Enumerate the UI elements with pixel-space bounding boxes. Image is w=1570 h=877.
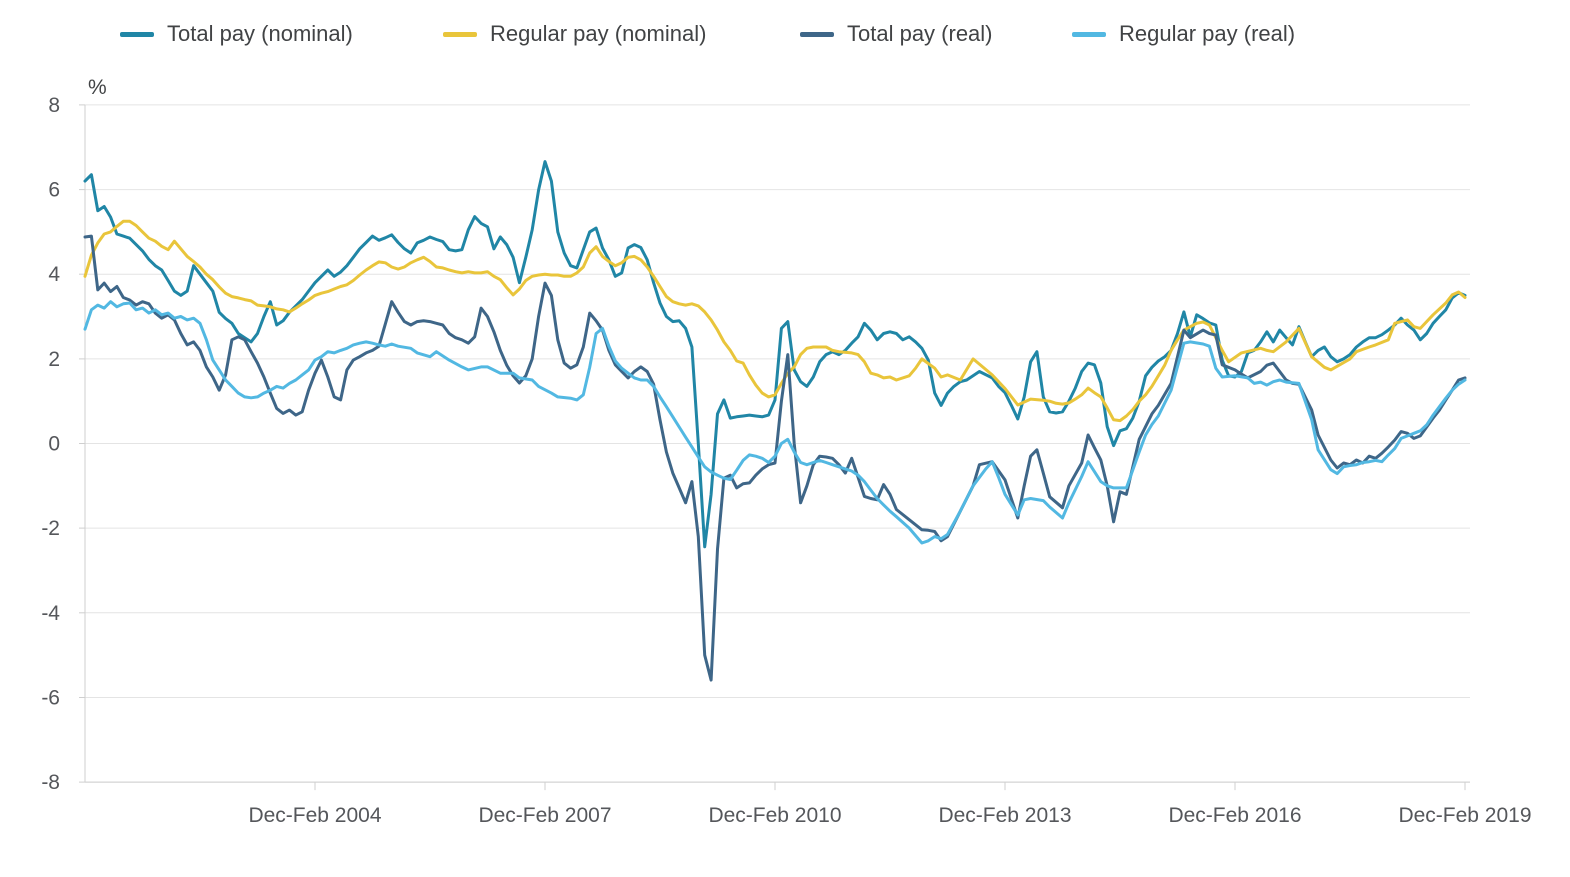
y-tick-label--2: -2 <box>41 517 60 540</box>
legend-swatch-total-pay-real-icon <box>800 31 834 37</box>
x-tick-label-3: Dec-Feb 2013 <box>938 804 1071 827</box>
y-axis-unit-label: % <box>88 76 107 99</box>
y-tick-label-4: 4 <box>48 263 60 286</box>
legend: Total pay (nominal) Regular pay (nominal… <box>0 20 1570 52</box>
y-tick-label-2: 2 <box>48 348 60 371</box>
series-line-regular-pay-real <box>83 300 1467 545</box>
legend-label-regular-pay-nominal: Regular pay (nominal) <box>490 21 707 46</box>
legend-item-total-pay-real[interactable]: Total pay (real) <box>800 20 993 48</box>
y-tick-label-0: 0 <box>48 433 60 456</box>
legend-swatch-regular-pay-nominal-icon <box>443 31 477 37</box>
x-tick-label-4: Dec-Feb 2016 <box>1168 804 1301 827</box>
x-tick-label-2: Dec-Feb 2010 <box>708 804 841 827</box>
x-tick-label-0: Dec-Feb 2004 <box>248 804 381 827</box>
series-line-total-pay-real <box>83 234 1467 682</box>
series-line-total-pay-nominal <box>83 160 1467 549</box>
legend-label-regular-pay-real: Regular pay (real) <box>1119 21 1296 46</box>
legend-swatch-total-pay-nominal-icon <box>120 31 154 37</box>
series-line-regular-pay-nominal <box>83 219 1467 423</box>
legend-swatch-regular-pay-real-icon <box>1072 31 1106 37</box>
y-tick-label--4: -4 <box>41 602 60 625</box>
y-tick-label--6: -6 <box>41 687 60 710</box>
y-tick-label--8: -8 <box>41 771 60 794</box>
legend-label-total-pay-real: Total pay (real) <box>847 21 993 46</box>
legend-item-regular-pay-real[interactable]: Regular pay (real) <box>1072 20 1295 48</box>
legend-item-regular-pay-nominal[interactable]: Regular pay (nominal) <box>443 20 706 48</box>
legend-label-total-pay-nominal: Total pay (nominal) <box>167 21 353 46</box>
x-tick-label-1: Dec-Feb 2007 <box>478 804 611 827</box>
legend-item-total-pay-nominal[interactable]: Total pay (nominal) <box>120 20 353 48</box>
x-tick-label-5: Dec-Feb 2019 <box>1398 804 1531 827</box>
y-tick-label-6: 6 <box>48 179 60 202</box>
y-tick-label-8: 8 <box>48 94 60 117</box>
